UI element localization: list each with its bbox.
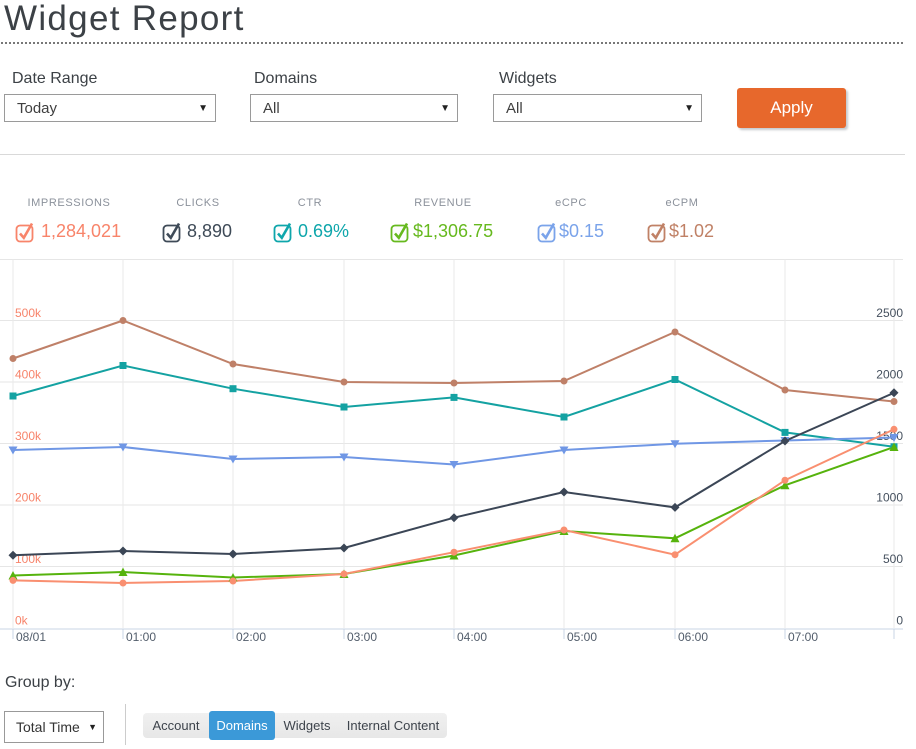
svg-text:500: 500 [883,552,903,566]
svg-text:500k: 500k [15,306,42,320]
svg-text:2500: 2500 [876,306,903,320]
svg-text:0: 0 [896,614,903,628]
svg-text:02:00: 02:00 [236,630,266,644]
svg-text:01:00: 01:00 [126,630,156,644]
svg-text:07:00: 07:00 [788,630,818,644]
svg-text:04:00: 04:00 [457,630,487,644]
svg-text:1500: 1500 [876,429,903,443]
svg-text:08/01: 08/01 [16,630,46,644]
svg-text:300k: 300k [15,429,42,443]
svg-text:400k: 400k [15,368,42,382]
svg-text:03:00: 03:00 [347,630,377,644]
svg-text:0k: 0k [15,614,29,628]
svg-text:2000: 2000 [876,368,903,382]
svg-text:06:00: 06:00 [678,630,708,644]
svg-text:1000: 1000 [876,491,903,505]
svg-text:05:00: 05:00 [567,630,597,644]
svg-text:200k: 200k [15,491,42,505]
